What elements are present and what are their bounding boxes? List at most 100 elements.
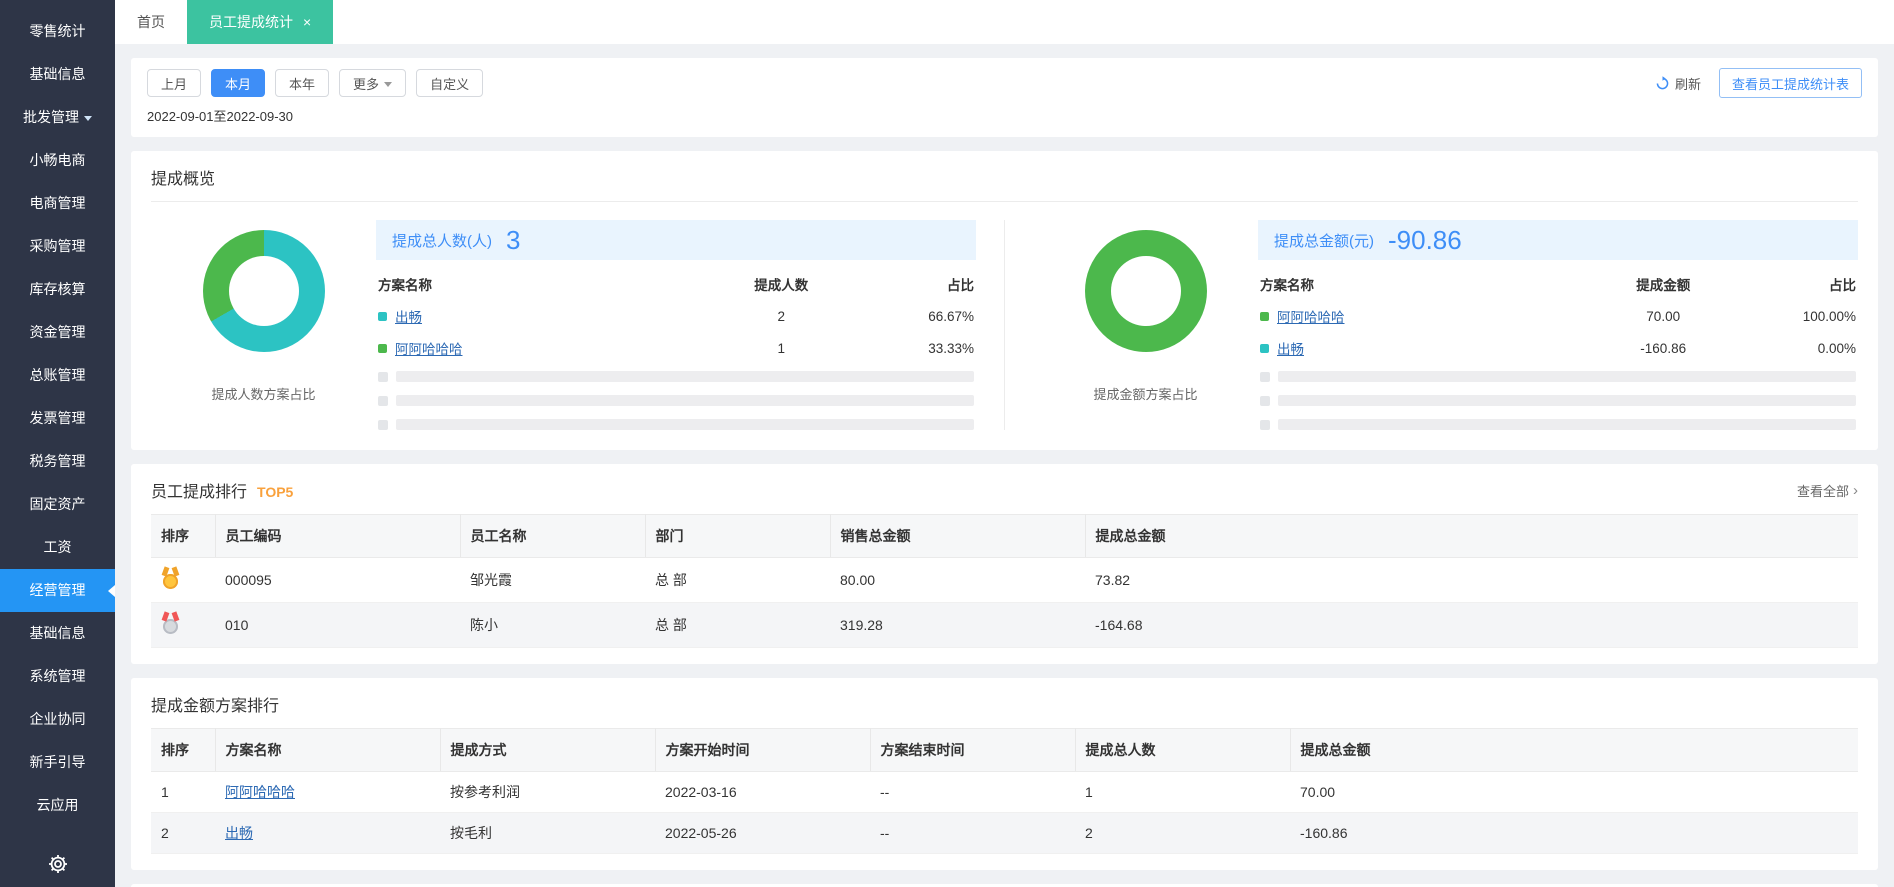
filter-this-month-button[interactable]: 本月 (211, 69, 266, 97)
sidebar-item-fixed-assets[interactable]: 固定资产 (0, 483, 115, 526)
sidebar-item-tax-mgmt[interactable]: 税务管理 (0, 440, 115, 483)
amount-summary-bar: 提成总金额(元) -90.86 (1258, 220, 1858, 260)
table-cell: -160.86 (1290, 812, 1858, 854)
scheme-rank-table: 排序 方案名称 提成方式 方案开始时间 方案结束时间 提成总人数 提成总金额 1 (151, 728, 1858, 854)
table-cell: -160.86 (1640, 340, 1687, 356)
chevron-right-icon: › (1853, 481, 1858, 499)
employee-rank-card: 员工提成排行 TOP5 查看全部 › 排序 员工编码 员工名称 (131, 464, 1878, 664)
sidebar-item-business-mgmt[interactable]: 经营管理 (0, 569, 115, 612)
sidebar-item-basic-info-2[interactable]: 基础信息 (0, 612, 115, 655)
sidebar-item-xiaochang-ecommerce[interactable]: 小畅电商 (0, 139, 115, 182)
sidebar-item-enterprise-collab[interactable]: 企业协同 (0, 698, 115, 741)
scheme-link[interactable]: 阿阿哈哈哈 (1277, 310, 1345, 325)
table-cell: 2 (777, 308, 785, 324)
gold-medal-icon (163, 574, 178, 589)
column-header: 提成总金额 (1085, 514, 1858, 558)
sidebar-item-ecommerce-mgmt[interactable]: 电商管理 (0, 182, 115, 225)
sidebar-item-label: 基础信息 (29, 66, 86, 82)
column-header: 方案名称 (215, 728, 441, 772)
scheme-link[interactable]: 阿阿哈哈哈 (225, 784, 295, 800)
people-summary-value: 3 (506, 224, 521, 255)
skeleton-dot (378, 395, 388, 406)
table-cell: 1 (777, 340, 785, 356)
table-cell: 按参考利润 (440, 771, 655, 813)
view-all-link[interactable]: 查看全部 › (1797, 481, 1858, 500)
table-cell: 70.00 (1290, 771, 1858, 813)
sidebar-item-inventory-accounting[interactable]: 库存核算 (0, 268, 115, 311)
skeleton-bar (1278, 419, 1856, 430)
sidebar-item-funds-mgmt[interactable]: 资金管理 (0, 311, 115, 354)
table-cell: 66.67% (928, 308, 974, 324)
rank-cell: 1 (151, 771, 215, 813)
sidebar-nav: 零售统计 基础信息 批发管理 小畅电商 电商管理 采购管理 库存核算 资金管理 … (0, 0, 115, 841)
column-header: 方案名称 (378, 278, 432, 293)
amount-chart-label: 提成金额方案占比 (1093, 387, 1198, 402)
sidebar-item-beginner-guide[interactable]: 新手引导 (0, 741, 115, 784)
column-header: 方案开始时间 (655, 728, 871, 772)
filter-custom-button[interactable]: 自定义 (416, 69, 484, 97)
column-header: 方案结束时间 (870, 728, 1076, 772)
sidebar: 零售统计 基础信息 批发管理 小畅电商 电商管理 采购管理 库存核算 资金管理 … (0, 0, 115, 887)
sidebar-item-cloud-apps[interactable]: 云应用 (0, 784, 115, 827)
table-cell: -- (870, 812, 1075, 854)
table-cell: 319.28 (830, 602, 1085, 648)
column-header: 提成金额 (1636, 278, 1691, 293)
sidebar-item-invoice-mgmt[interactable]: 发票管理 (0, 397, 115, 440)
scheme-link[interactable]: 阿阿哈哈哈 (395, 342, 463, 357)
table-cell: 总 部 (645, 557, 830, 603)
refresh-button[interactable]: 刷新 (1655, 74, 1701, 93)
sidebar-item-retail-stats[interactable]: 零售统计 (0, 10, 115, 53)
people-donut-chart (202, 230, 325, 352)
close-icon[interactable]: × (303, 14, 312, 30)
column-header: 占比 (1829, 278, 1856, 293)
view-report-button[interactable]: 查看员工提成统计表 (1718, 68, 1862, 98)
skeleton-bar (396, 395, 974, 406)
sidebar-item-label: 电商管理 (29, 195, 86, 211)
tab-home[interactable]: 首页 (137, 14, 165, 30)
people-mini-table: 方案名称 提成人数 占比 出畅 2 66.67% (376, 274, 976, 430)
sidebar-item-label: 云应用 (36, 797, 79, 813)
chevron-down-icon (384, 81, 393, 87)
filter-last-month-button[interactable]: 上月 (147, 69, 202, 97)
scheme-link[interactable]: 出畅 (1277, 342, 1304, 357)
rank-cell (151, 602, 215, 648)
column-header: 提成总人数 (1075, 728, 1291, 772)
table-cell: 70.00 (1646, 308, 1681, 324)
filter-more-button[interactable]: 更多 (339, 69, 407, 97)
scheme-link[interactable]: 出畅 (395, 310, 422, 325)
skeleton-bar (1278, 395, 1856, 406)
scheme-link[interactable]: 出畅 (225, 825, 253, 841)
table-cell: 2022-03-16 (655, 771, 870, 813)
sidebar-item-basic-info[interactable]: 基础信息 (0, 53, 115, 96)
chevron-down-icon (84, 116, 92, 121)
table-cell: 010 (215, 602, 460, 648)
legend-dot-green (378, 343, 387, 353)
sidebar-item-wholesale[interactable]: 批发管理 (0, 96, 115, 139)
table-row: 000095 邹光霞 总 部 80.00 73.82 (151, 557, 1858, 603)
table-header-row: 排序 方案名称 提成方式 方案开始时间 方案结束时间 提成总人数 提成总金额 (151, 728, 1858, 772)
sidebar-item-label: 基础信息 (29, 625, 86, 641)
table-cell: 2 (1075, 812, 1290, 854)
overview-card: 提成概览 提成人数方案占比 提成总人数(人) 3 (131, 151, 1878, 450)
filter-this-year-button[interactable]: 本年 (275, 69, 330, 97)
amount-mini-table: 方案名称 提成金额 占比 阿阿哈哈哈 70.00 100.00% (1258, 274, 1858, 430)
column-header: 方案名称 (1260, 278, 1314, 293)
skeleton-row (1260, 419, 1856, 430)
settings-button[interactable] (0, 841, 115, 887)
sidebar-item-system-mgmt[interactable]: 系统管理 (0, 655, 115, 698)
sidebar-item-label: 税务管理 (29, 453, 86, 469)
section-head: 员工提成排行 TOP5 查看全部 › (151, 478, 1858, 502)
employee-rank-table: 排序 员工编码 员工名称 部门 销售总金额 提成总金额 000095 邹光霞 (151, 514, 1858, 648)
amount-summary-value: -90.86 (1388, 224, 1462, 255)
sidebar-item-payroll[interactable]: 工资 (0, 526, 115, 569)
tab-employee-commission-stats[interactable]: 员工提成统计 × (187, 0, 334, 44)
table-cell: 100.00% (1802, 308, 1856, 324)
sidebar-item-general-ledger[interactable]: 总账管理 (0, 354, 115, 397)
table-cell: 2022-05-26 (655, 812, 870, 854)
section-title-overview: 提成概览 (151, 165, 1858, 202)
gear-icon (48, 855, 67, 873)
sidebar-item-purchase-mgmt[interactable]: 采购管理 (0, 225, 115, 268)
sidebar-item-label: 新手引导 (29, 754, 86, 770)
table-cell: 出畅 (215, 812, 440, 854)
table-cell: 按毛利 (440, 812, 655, 854)
